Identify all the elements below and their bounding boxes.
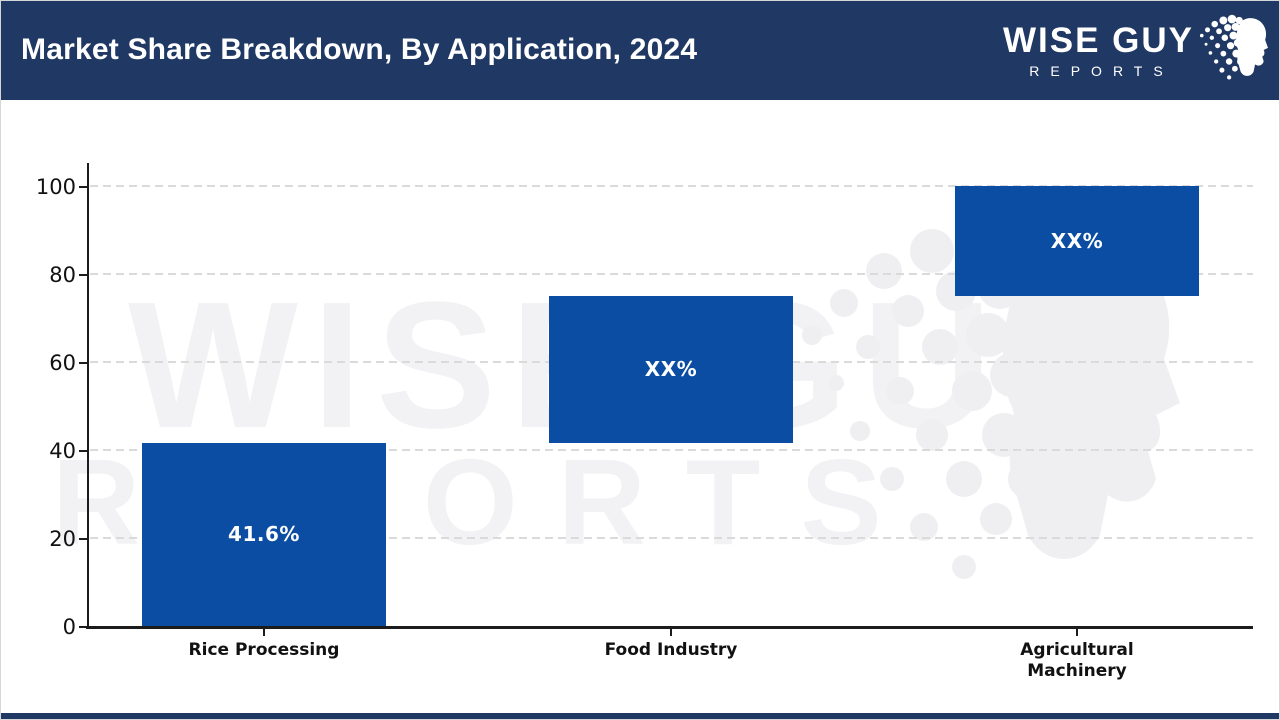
page-title: Market Share Breakdown, By Application, … <box>21 33 698 66</box>
bar-segment: XX% <box>549 296 793 443</box>
gridline <box>90 537 1253 539</box>
y-tick-label: 100 <box>35 175 76 199</box>
y-tick-mark <box>79 274 88 276</box>
gridline <box>90 185 1253 187</box>
header-band: Market Share Breakdown, By Application, … <box>0 0 1280 100</box>
x-category-label: Agricultural Machinery <box>1020 640 1134 681</box>
y-tick-label: 80 <box>49 263 76 287</box>
bar-value-label: XX% <box>1050 229 1104 253</box>
gridline <box>90 449 1253 451</box>
bar-segment: XX% <box>955 186 1199 296</box>
x-tick-mark <box>670 629 672 636</box>
footer-band <box>0 713 1280 720</box>
bar-value-label: XX% <box>644 357 698 382</box>
brand-face-icon <box>1199 14 1268 80</box>
x-axis-line <box>86 626 1253 629</box>
brand-wordmark: WISE GUY REPORTS <box>1003 21 1194 79</box>
y-axis-line <box>87 163 89 628</box>
brand-wordmark-line1: WISE GUY <box>1002 21 1194 60</box>
y-tick-label: 20 <box>49 527 76 551</box>
bar-segment: 41.6% <box>142 442 386 626</box>
y-tick-label: 60 <box>49 351 76 375</box>
y-tick-mark <box>79 362 88 364</box>
x-tick-mark <box>1076 629 1078 636</box>
brand-wordmark-line2: REPORTS <box>1029 63 1174 79</box>
x-category-label: Food Industry <box>604 640 738 660</box>
brand-logo: WISE GUY REPORTS <box>1003 6 1268 94</box>
gridline <box>90 273 1253 275</box>
y-tick-mark <box>79 186 88 188</box>
y-tick-label: 0 <box>62 615 76 639</box>
x-category-label: Rice Processing <box>188 640 340 660</box>
y-tick-label: 40 <box>49 439 76 463</box>
x-tick-mark <box>263 629 265 636</box>
y-tick-mark <box>79 538 88 540</box>
y-tick-mark <box>79 626 88 628</box>
y-tick-mark <box>79 450 88 452</box>
bar-value-label: 41.6% <box>228 522 300 547</box>
